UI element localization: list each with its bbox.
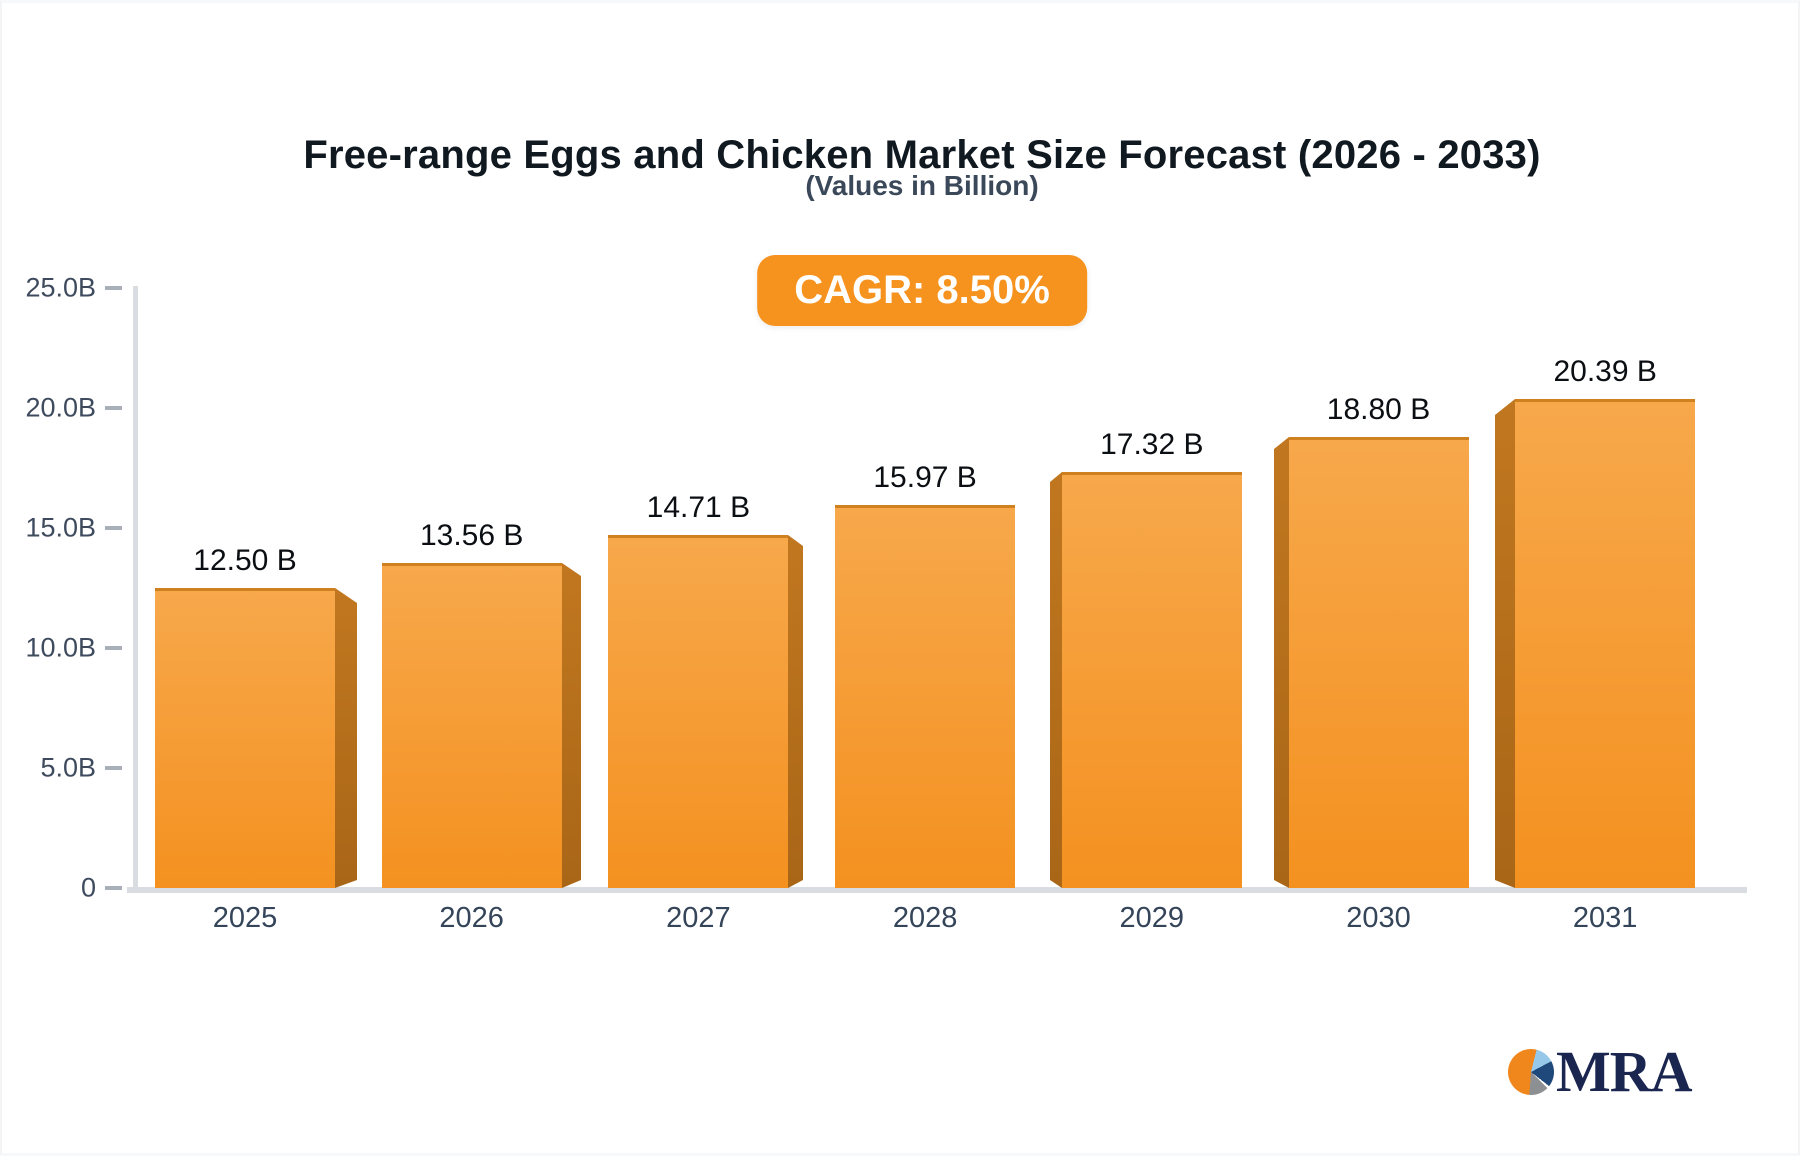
y-axis-tick-label: 20.0B [25,392,96,423]
x-axis-label-2029: 2029 [1119,902,1185,934]
x-axis-label-2030: 2030 [1346,902,1411,934]
mra-logo-text: MRA [1556,1039,1693,1104]
y-axis-tick-label: 15.0B [25,512,96,543]
y-axis-tick-mark [105,526,122,530]
bar-value-label-2030: 18.80 B [1326,393,1431,426]
bar-value-label-2031: 20.39 B [1553,355,1657,388]
bar-2031 [1515,399,1695,888]
bar-value-label-2025: 12.50 B [193,544,297,577]
bar-3d-side-2031 [1495,399,1515,888]
bar-2026 [382,563,562,888]
y-axis-tick-label: 10.0B [25,632,96,663]
x-axis-label-2031: 2031 [1572,902,1638,934]
x-axis-label-2025: 2025 [212,902,278,934]
x-axis-baseline [127,887,1747,893]
bar-2027 [608,535,788,888]
y-axis-tick-label: 0 [80,872,96,903]
bar-3d-side-2027 [788,535,803,888]
bar-value-label-2027: 14.71 B [646,491,751,524]
chart-title: Free-range Eggs and Chicken Market Size … [303,132,1541,177]
x-axis-label-2028: 2028 [892,902,958,934]
bar-2028 [835,505,1015,888]
y-axis-tick-label: 5.0B [40,752,96,783]
y-axis-tick-mark [105,406,122,410]
bar-value-label-2028: 15.97 B [873,461,977,494]
mra-pie-logo-icon [1508,1049,1554,1095]
bar-3d-side-2025 [335,588,357,888]
bar-3d-side-2026 [562,563,581,888]
bar-value-label-2026: 13.56 B [419,519,524,552]
y-axis-tick-label: 25.0B [25,272,96,303]
y-axis-tick-mark [105,646,122,650]
bar-2030 [1289,437,1469,888]
y-axis-line [133,286,138,892]
chart-subtitle: (Values in Billion) [805,170,1039,201]
y-axis-tick-mark [105,766,122,770]
bar-2029 [1062,472,1242,888]
mra-logo: MRA [1508,1039,1693,1104]
x-axis-label-2027: 2027 [666,902,731,934]
bar-3d-side-2029 [1050,472,1062,888]
cagr-badge: CAGR: 8.50% [757,255,1087,326]
x-axis-label-2026: 2026 [439,902,504,934]
bar-3d-side-2030 [1274,437,1289,888]
y-axis-tick-mark [105,286,122,290]
bar-2025 [155,588,335,888]
bar-value-label-2029: 17.32 B [1100,428,1204,461]
y-axis-tick-mark [105,886,122,890]
